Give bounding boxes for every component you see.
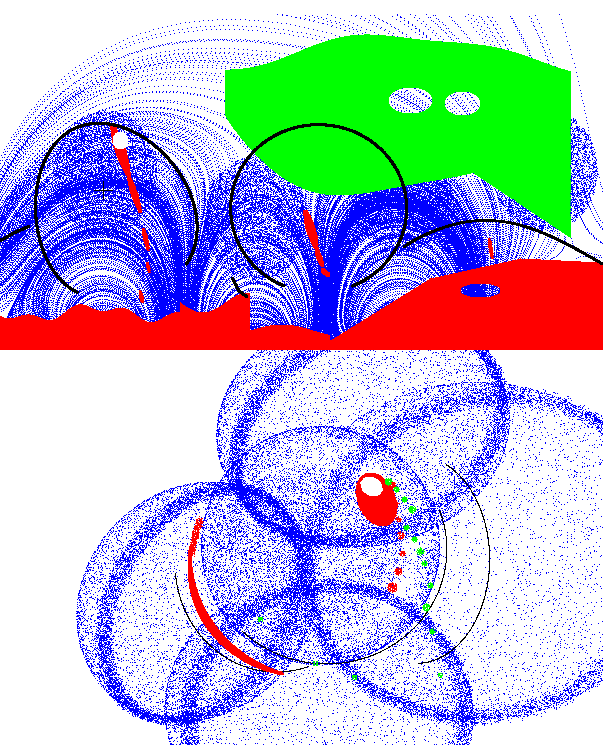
three-d-projection-canvas: [0, 350, 603, 745]
cylindrical-map-panel: [0, 0, 603, 350]
three-d-projection-panel: [0, 350, 603, 745]
cylindrical-map-canvas: [0, 0, 603, 350]
